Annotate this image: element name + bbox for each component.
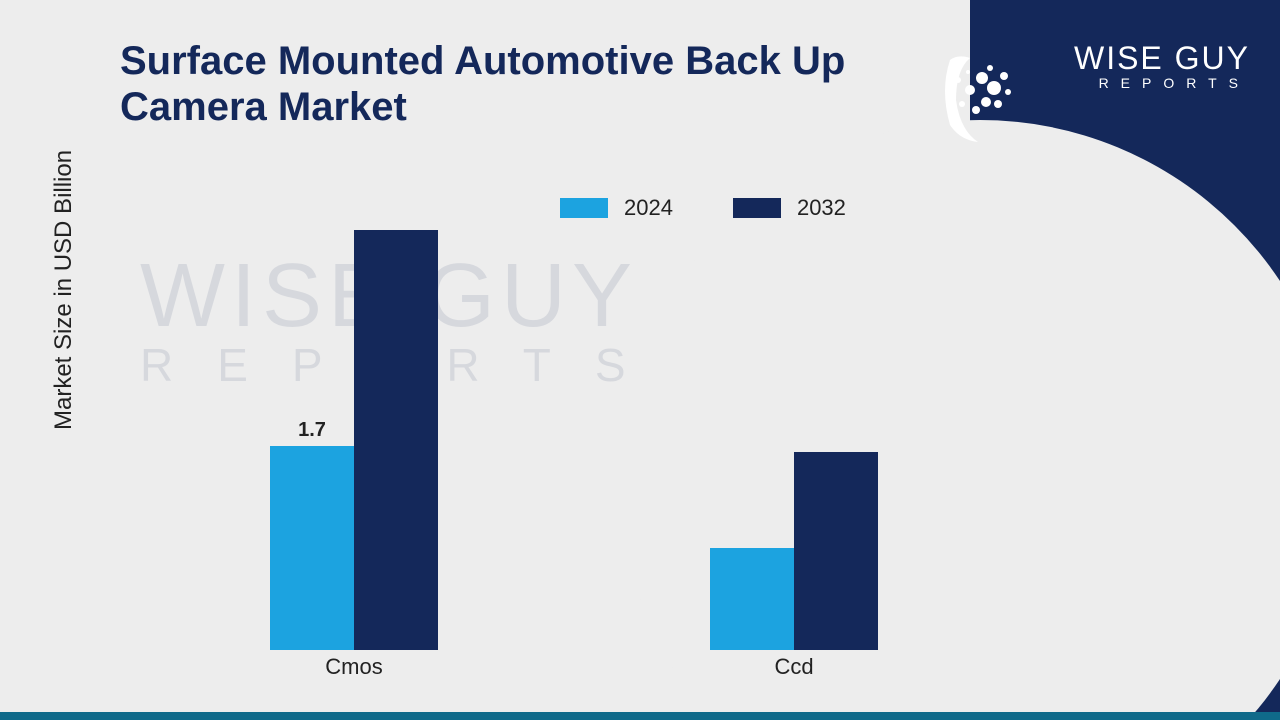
bar-group: Ccd	[710, 452, 878, 650]
plot-area: CmosCcd1.7	[100, 230, 900, 650]
bar	[354, 230, 438, 650]
brand-logo-head-icon	[900, 30, 1020, 150]
category-label: Ccd	[694, 650, 894, 680]
brand-logo: WISE GUY REPORTS	[1074, 40, 1250, 91]
legend-label: 2032	[797, 195, 846, 221]
bar	[794, 452, 878, 650]
category-label: Cmos	[254, 650, 454, 680]
legend-label: 2024	[624, 195, 673, 221]
y-axis-label: Market Size in USD Billion	[50, 150, 78, 430]
legend-swatch	[560, 198, 608, 218]
chart-title: Surface Mounted Automotive Back Up Camer…	[120, 38, 900, 130]
value-label: 1.7	[272, 419, 352, 442]
bottom-bar	[0, 712, 1280, 720]
brand-logo-sub: REPORTS	[1074, 75, 1250, 91]
bar	[270, 446, 354, 650]
chart-canvas: Surface Mounted Automotive Back Up Camer…	[0, 0, 1280, 720]
bar	[710, 548, 794, 650]
legend: 2024 2032	[560, 195, 846, 221]
legend-swatch	[733, 198, 781, 218]
brand-logo-main: WISE GUY	[1074, 40, 1250, 77]
legend-item: 2032	[733, 195, 846, 221]
legend-item: 2024	[560, 195, 673, 221]
